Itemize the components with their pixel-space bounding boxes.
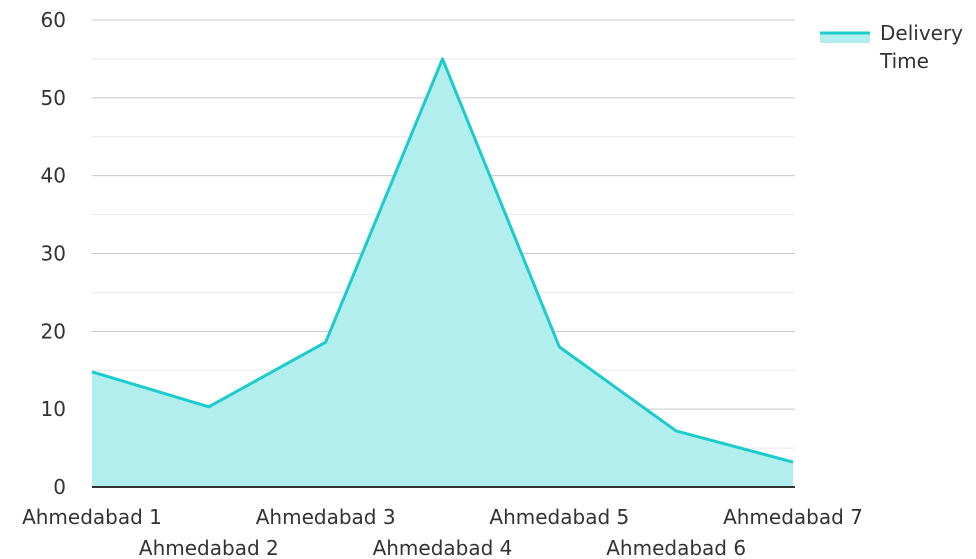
x-tick-label: Ahmedabad 6 [606,536,746,559]
series-area-fill [92,58,793,488]
series-area-group [91,57,794,488]
y-tick-label: 10 [41,397,66,421]
legend-label: Delivery Time [879,21,963,73]
y-tick-label: 20 [41,319,66,343]
y-tick-label: 30 [41,242,66,266]
series-line [91,57,794,464]
x-tick-label: Ahmedabad 4 [373,536,513,559]
legend: Delivery Time [820,21,963,73]
y-tick-label: 40 [41,164,66,188]
x-tick-label: Ahmedabad 3 [256,505,396,529]
y-tick-label: 0 [53,475,66,499]
legend-swatch-fill [820,33,870,43]
x-tick-label: Ahmedabad 1 [22,505,162,529]
legend-label-line: Delivery [880,21,963,45]
y-tick-label: 60 [41,8,66,32]
y-axis-tick-labels: 0 10 20 30 40 50 60 [41,8,66,499]
x-tick-label: Ahmedabad 7 [723,505,863,529]
legend-label-line: Time [879,49,929,73]
x-tick-label: Ahmedabad 2 [139,536,279,559]
x-axis-tick-labels: Ahmedabad 1 Ahmedabad 2 Ahmedabad 3 Ahmedab… [22,505,863,559]
x-tick-label: Ahmedabad 5 [489,505,629,529]
y-tick-label: 50 [41,86,66,110]
